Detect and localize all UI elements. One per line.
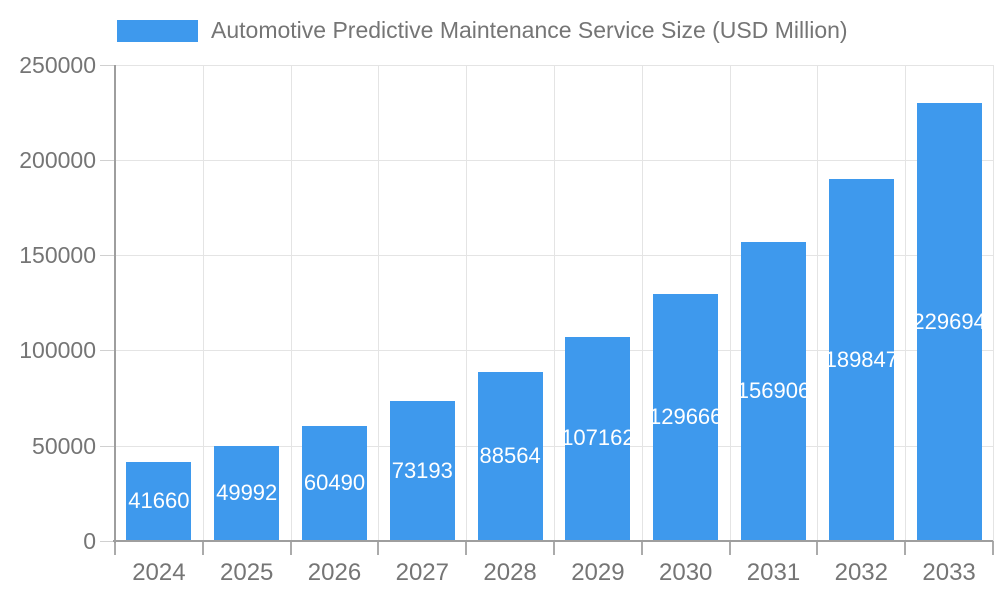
- y-axis-tick: [100, 350, 115, 352]
- bar[interactable]: 189847: [828, 179, 894, 540]
- x-axis-tick: [728, 541, 731, 555]
- x-axis-label: 2031: [746, 559, 801, 586]
- x-gridline: [641, 64, 643, 541]
- x-axis-tick: [201, 541, 204, 555]
- x-axis-label: 2030: [659, 559, 713, 586]
- x-axis-tick: [904, 541, 907, 555]
- y-axis-tick: [100, 541, 115, 542]
- x-axis-tick: [289, 541, 292, 555]
- bar[interactable]: 129666: [653, 293, 719, 540]
- bar[interactable]: 41660: [126, 461, 192, 540]
- x-gridline: [378, 64, 380, 541]
- bar-value-label: 88564: [479, 443, 541, 469]
- x-axis-label: 2024: [132, 559, 186, 586]
- bar[interactable]: 156906: [741, 241, 806, 540]
- bar[interactable]: 107162: [565, 336, 631, 540]
- x-gridline: [290, 64, 292, 541]
- x-gridline: [554, 64, 555, 541]
- x-axis-label: 2029: [571, 559, 625, 586]
- y-axis-label: 50000: [32, 432, 96, 459]
- x-axis-tick: [465, 541, 468, 555]
- legend[interactable]: Automotive Predictive Maintenance Servic…: [117, 17, 848, 44]
- y-axis-line: [114, 64, 116, 543]
- x-gridline: [729, 64, 731, 541]
- legend-label: Automotive Predictive Maintenance Servic…: [211, 17, 848, 43]
- y-axis-label: 250000: [19, 51, 96, 78]
- y-axis-tick: [100, 64, 115, 66]
- x-gridline: [466, 64, 468, 541]
- y-axis-tick: [100, 255, 115, 257]
- x-gridline: [202, 64, 204, 541]
- bar[interactable]: 60490: [302, 425, 367, 540]
- bar[interactable]: 73193: [389, 401, 455, 540]
- bar-value-label: 229694: [916, 308, 982, 334]
- legend-swatch: [117, 19, 198, 42]
- y-axis-tick: [100, 445, 115, 447]
- y-axis-label: 100000: [19, 337, 96, 364]
- x-axis-label: 2033: [922, 559, 976, 586]
- x-axis-tick: [640, 541, 643, 555]
- bar-value-label: 60490: [303, 469, 366, 495]
- bar-value-label: 73193: [391, 457, 453, 483]
- bar-value-label: 49992: [216, 479, 278, 505]
- x-axis-label: 2026: [307, 559, 362, 586]
- bar[interactable]: 229694: [916, 103, 982, 540]
- x-axis-label: 2025: [220, 559, 274, 586]
- x-axis-tick: [553, 541, 555, 555]
- x-axis-tick: [992, 541, 994, 555]
- bar-value-label: 41660: [128, 487, 190, 513]
- y-axis-label: 200000: [19, 146, 96, 173]
- x-axis-label: 2027: [395, 559, 449, 586]
- x-axis-label: 2028: [483, 559, 537, 586]
- x-axis-tick: [114, 541, 116, 555]
- x-gridline: [905, 64, 907, 541]
- x-gridline: [817, 64, 819, 541]
- bar[interactable]: 49992: [214, 445, 280, 540]
- x-axis-tick: [816, 541, 819, 555]
- x-axis-label: 2032: [834, 559, 888, 586]
- y-axis-tick: [100, 159, 115, 161]
- y-axis-label: 150000: [19, 242, 96, 269]
- bar-value-label: 129666: [653, 403, 719, 429]
- y-axis-label: 0: [83, 528, 96, 554]
- bar-value-label: 156906: [741, 377, 806, 403]
- bar-value-label: 107162: [565, 425, 631, 451]
- x-gridline: [993, 64, 994, 541]
- bar[interactable]: 88564: [477, 372, 543, 540]
- x-axis-tick: [377, 541, 380, 555]
- x-axis-line: [113, 540, 993, 542]
- bar-value-label: 189847: [828, 346, 894, 372]
